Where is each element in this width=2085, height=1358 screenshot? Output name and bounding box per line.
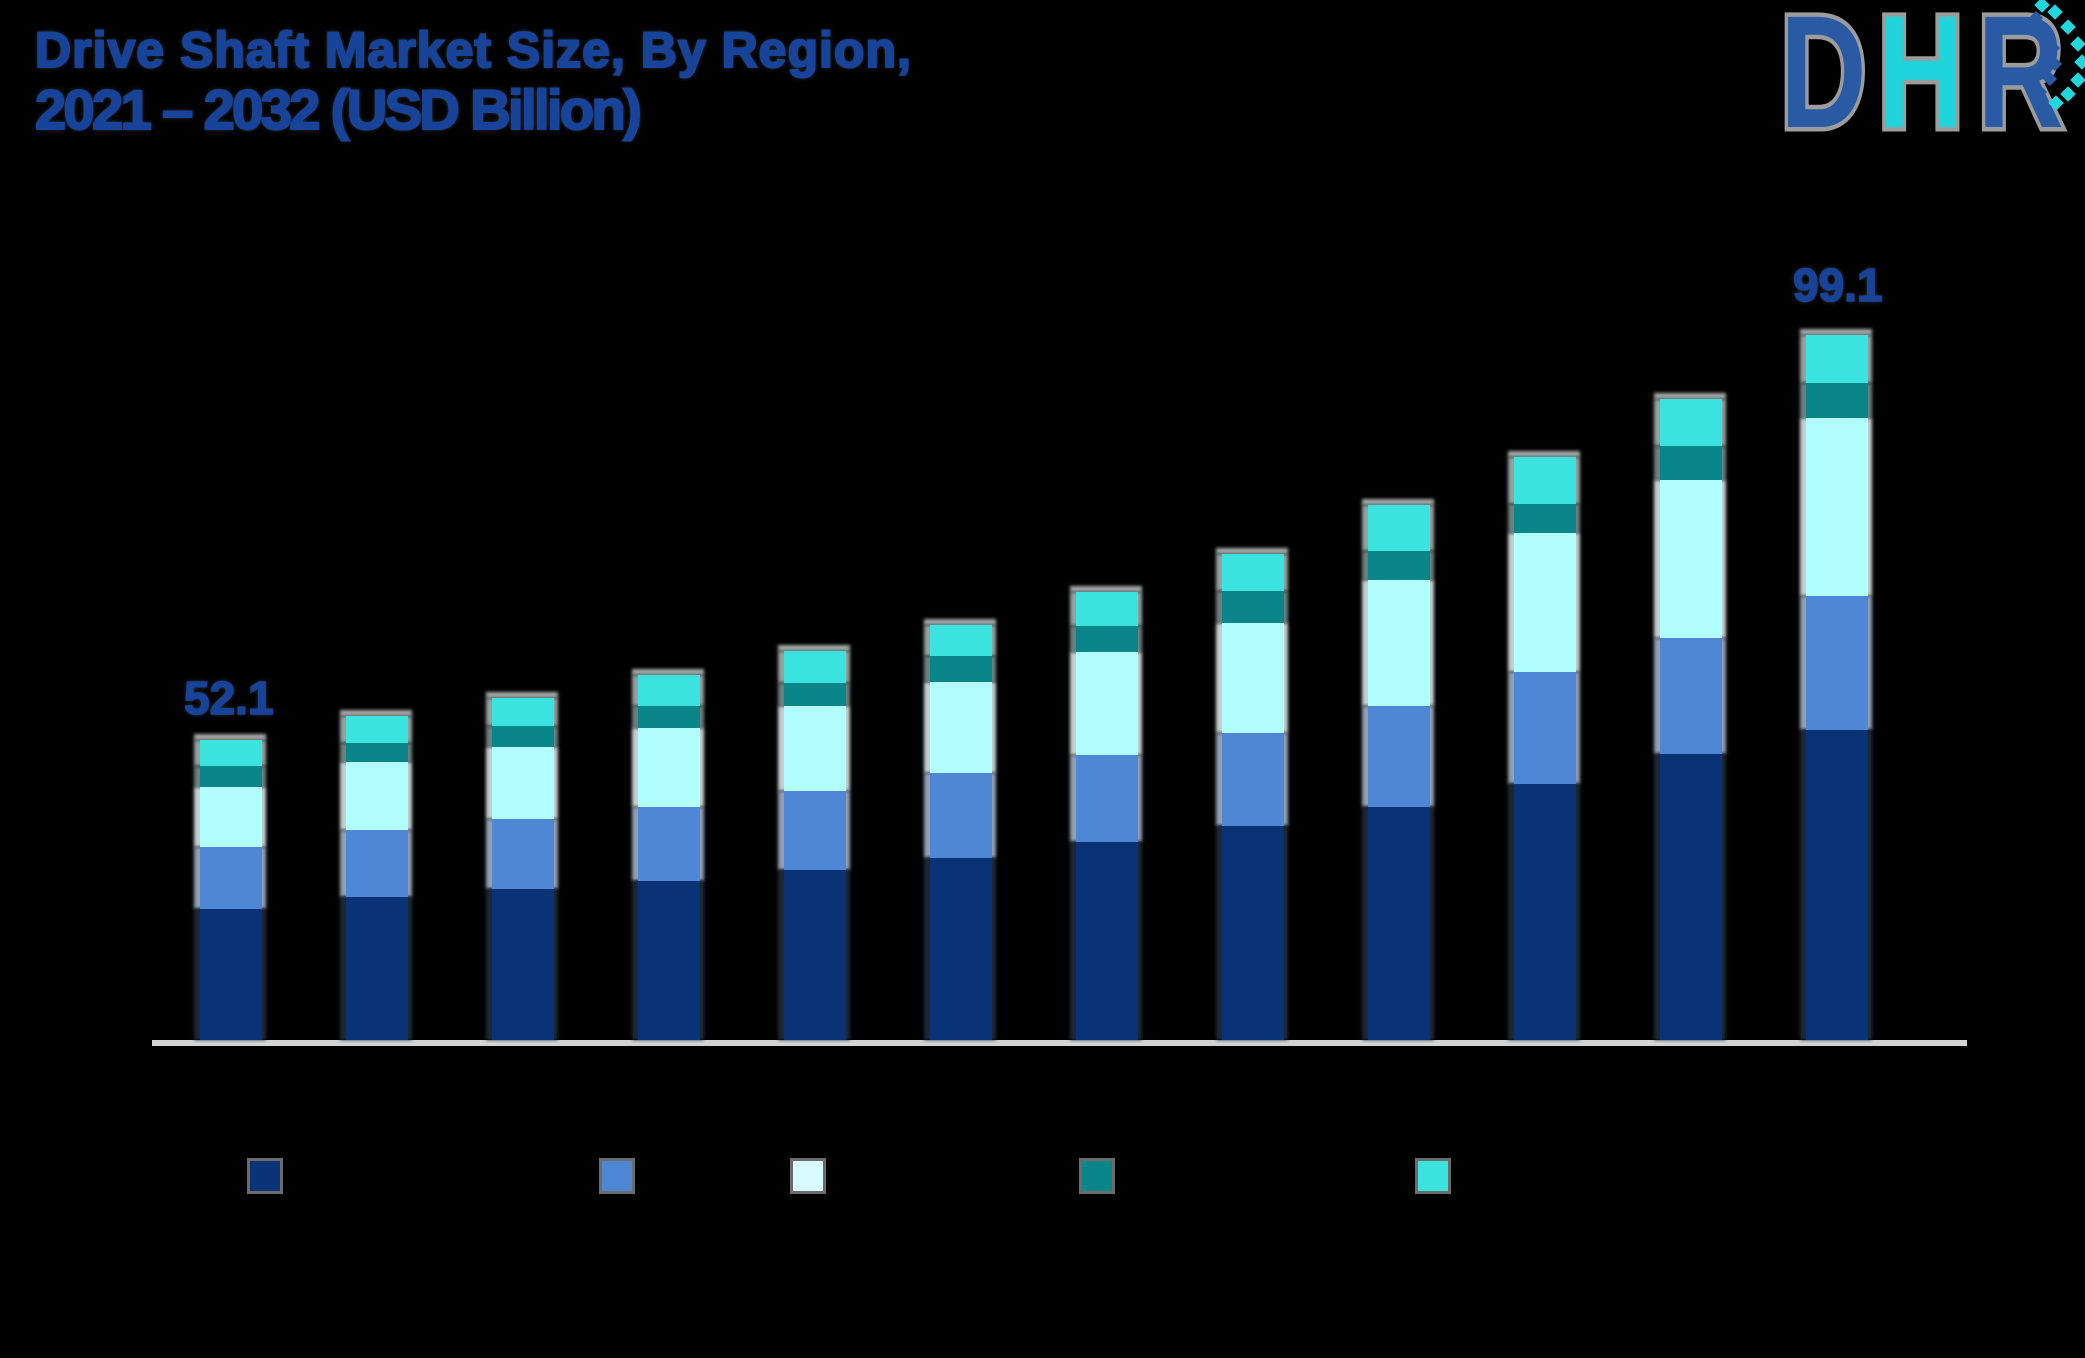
svg-text:D: D: [1780, 0, 1867, 161]
svg-text:H: H: [1878, 0, 1965, 161]
